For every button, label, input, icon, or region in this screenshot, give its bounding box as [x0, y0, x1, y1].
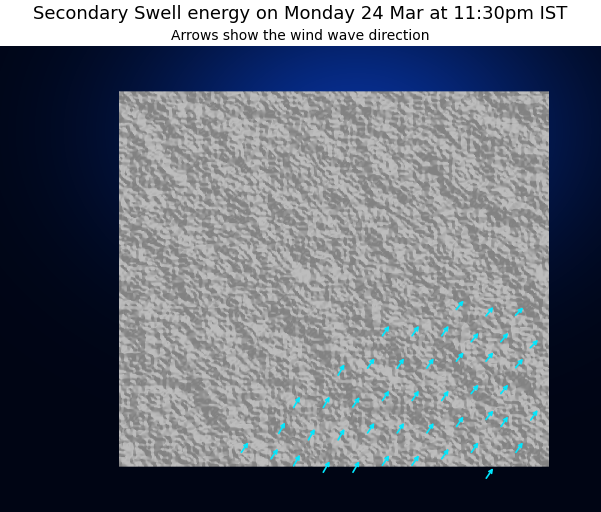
Text: Arrows show the wind wave direction: Arrows show the wind wave direction	[171, 29, 430, 43]
Text: Secondary Swell energy on Monday 24 Mar at 11:30pm IST: Secondary Swell energy on Monday 24 Mar …	[33, 5, 568, 23]
